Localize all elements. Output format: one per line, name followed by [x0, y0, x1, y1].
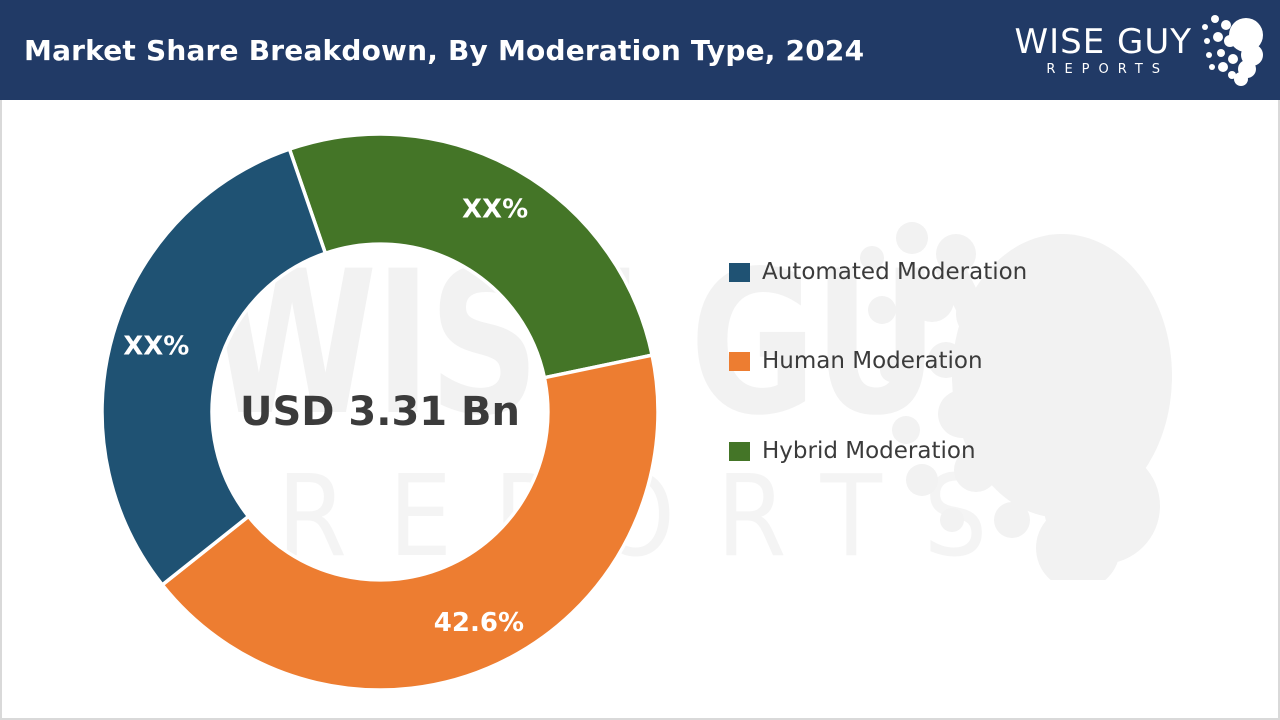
brand-logo: WISE GUY REPORTS	[1014, 0, 1264, 100]
brand-subname: REPORTS	[1046, 61, 1170, 77]
donut-segment-label: XX%	[462, 194, 528, 224]
chart-canvas: WISE GUY REPORTS XX%42.6%XX% USD 3.31 Bn	[0, 100, 1280, 720]
brand-wordmark: WISE GUY REPORTS	[1014, 24, 1192, 77]
legend-swatch	[729, 441, 750, 461]
page-title: Market Share Breakdown, By Moderation Ty…	[24, 33, 865, 67]
app-header: Market Share Breakdown, By Moderation Ty…	[0, 0, 1280, 100]
brand-face-icon	[1202, 15, 1263, 86]
brand-name: WISE GUY	[1014, 21, 1192, 62]
donut-segment-label: 42.6%	[434, 608, 524, 638]
legend-item-automated-moderation: Automated Moderation	[729, 257, 1027, 287]
donut-segment-hybrid-moderation	[287, 132, 654, 380]
legend-item-hybrid-moderation: Hybrid Moderation	[729, 436, 976, 466]
legend-label: Automated Moderation	[762, 259, 1028, 285]
donut-segment-label: XX%	[123, 332, 189, 362]
legend-item-human-moderation: Human Moderation	[729, 346, 983, 376]
legend-label: Human Moderation	[762, 348, 983, 374]
donut-segment-human-moderation	[160, 353, 660, 692]
chart-center-label: USD 3.31 Bn	[240, 389, 520, 435]
legend-label: Hybrid Moderation	[762, 438, 976, 464]
donut-chart: XX% 42.6% XX%	[100, 132, 660, 692]
donut-segment-automated-moderation	[100, 147, 328, 587]
legend-swatch	[729, 351, 750, 371]
legend-swatch	[729, 262, 750, 282]
legend: Automated Moderation Human Moderation Hy…	[729, 100, 1149, 718]
